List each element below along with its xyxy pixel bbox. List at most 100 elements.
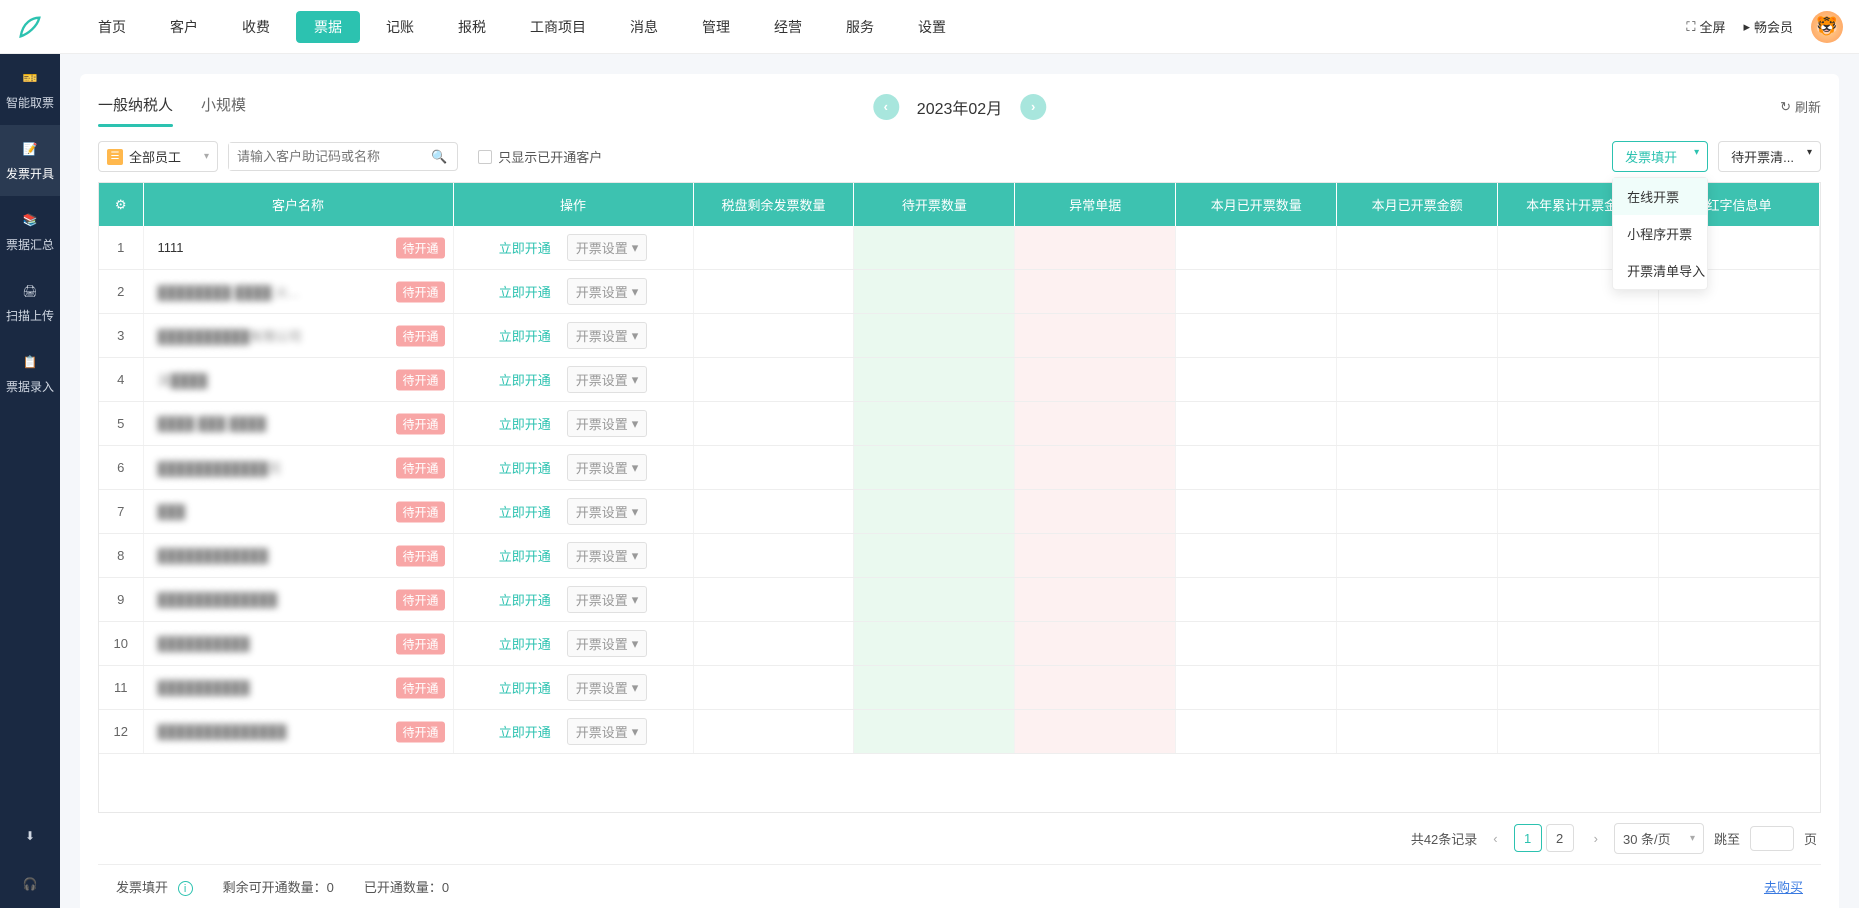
- open-link[interactable]: 立即开通: [499, 549, 551, 564]
- open-link[interactable]: 立即开通: [499, 681, 551, 696]
- play-icon: ▸: [1743, 19, 1750, 35]
- open-link[interactable]: 立即开通: [499, 241, 551, 256]
- member-label: 畅会员: [1754, 17, 1793, 36]
- customer-name: ████ ███ ████: [158, 416, 267, 431]
- member-button[interactable]: ▸ 畅会员: [1743, 17, 1793, 36]
- nav-item-5[interactable]: 报税: [440, 11, 504, 43]
- sidebar-item-0[interactable]: 🎫智能取票: [0, 54, 60, 125]
- nav-item-2[interactable]: 收费: [224, 11, 288, 43]
- search-input[interactable]: [229, 143, 421, 170]
- page-prev-button[interactable]: ‹: [1487, 831, 1503, 846]
- sidebar-download[interactable]: ⬇: [0, 812, 60, 860]
- sidebar-label: 票据汇总: [6, 236, 54, 253]
- cell-data-2: [1015, 402, 1176, 446]
- jump-input[interactable]: [1750, 826, 1794, 851]
- buy-link[interactable]: 去购买: [1764, 877, 1803, 896]
- nav-item-0[interactable]: 首页: [80, 11, 144, 43]
- chevron-down-icon: ▾: [632, 328, 639, 344]
- cell-data-4: [1337, 446, 1498, 490]
- nav-item-8[interactable]: 管理: [684, 11, 748, 43]
- nav-item-10[interactable]: 服务: [828, 11, 892, 43]
- setting-button[interactable]: 开票设置 ▾: [567, 718, 648, 745]
- setting-button[interactable]: 开票设置 ▾: [567, 542, 648, 569]
- page-size-label: 30 条/页: [1623, 829, 1671, 848]
- nav-item-3[interactable]: 票据: [296, 11, 360, 43]
- setting-button[interactable]: 开票设置 ▾: [567, 454, 648, 481]
- page-button-2[interactable]: 2: [1546, 824, 1574, 852]
- cell-data-2: [1015, 270, 1176, 314]
- invoice-fill-dropdown[interactable]: 发票填开 ▾: [1612, 141, 1708, 172]
- page-button-1[interactable]: 1: [1514, 824, 1542, 852]
- date-prev-button[interactable]: ‹: [873, 94, 899, 120]
- refresh-button[interactable]: ↻ 刷新: [1780, 97, 1821, 116]
- table-wrap[interactable]: ⚙客户名称操作税盘剩余发票数量待开票数量异常单据本月已开票数量本月已开票金额本年…: [98, 182, 1821, 813]
- refresh-icon: ↻: [1780, 99, 1791, 115]
- sidebar-item-1[interactable]: 📝发票开具: [0, 125, 60, 196]
- chevron-down-icon: ▾: [632, 284, 639, 300]
- dropdown-option-2[interactable]: 开票清单导入: [1613, 252, 1707, 289]
- avatar[interactable]: 🐯: [1811, 11, 1843, 43]
- setting-button[interactable]: 开票设置 ▾: [567, 366, 648, 393]
- print-icon: 🖨: [20, 281, 40, 301]
- cell-data-6: [1659, 578, 1820, 622]
- row-index: 7: [99, 490, 143, 534]
- open-link[interactable]: 立即开通: [499, 637, 551, 652]
- tab-1[interactable]: 小规模: [201, 86, 246, 127]
- footer: 发票填开 i 剩余可开通数量：0 已开通数量：0 去购买: [98, 864, 1821, 908]
- pending-list-dropdown[interactable]: 待开票清... ▾: [1718, 141, 1821, 172]
- open-link[interactable]: 立即开通: [499, 329, 551, 344]
- setting-button[interactable]: 开票设置 ▾: [567, 410, 648, 437]
- open-link[interactable]: 立即开通: [499, 505, 551, 520]
- nav-item-4[interactable]: 记账: [368, 11, 432, 43]
- cell-data-3: [1176, 446, 1337, 490]
- dropdown-option-1[interactable]: 小程序开票: [1613, 215, 1707, 252]
- data-table: ⚙客户名称操作税盘剩余发票数量待开票数量异常单据本月已开票数量本月已开票金额本年…: [99, 183, 1820, 754]
- customer-name: ██████████: [158, 636, 250, 651]
- employee-select[interactable]: ☰ 全部员工 ▾: [98, 141, 218, 172]
- cell-data-5: [1498, 402, 1659, 446]
- cell-actions: 立即开通 开票设置 ▾: [453, 270, 693, 314]
- only-opened-checkbox[interactable]: 只显示已开通客户: [478, 147, 602, 166]
- cell-actions: 立即开通 开票设置 ▾: [453, 490, 693, 534]
- open-link[interactable]: 立即开通: [499, 725, 551, 740]
- cell-name: ██████████有限公司待开通: [143, 314, 453, 358]
- nav-item-11[interactable]: 设置: [900, 11, 964, 43]
- nav-item-6[interactable]: 工商项目: [512, 11, 604, 43]
- open-link[interactable]: 立即开通: [499, 593, 551, 608]
- page-size-select[interactable]: 30 条/页 ▾: [1614, 823, 1704, 854]
- date-next-button[interactable]: ›: [1020, 94, 1046, 120]
- sidebar-item-3[interactable]: 🖨扫描上传: [0, 267, 60, 338]
- setting-button[interactable]: 开票设置 ▾: [567, 234, 648, 261]
- setting-button[interactable]: 开票设置 ▾: [567, 674, 648, 701]
- cell-name: ██████████待开通: [143, 666, 453, 710]
- setting-button[interactable]: 开票设置 ▾: [567, 322, 648, 349]
- page-next-button[interactable]: ›: [1588, 831, 1604, 846]
- search-button[interactable]: 🔍: [421, 149, 457, 165]
- cell-data-0: [693, 358, 854, 402]
- setting-button[interactable]: 开票设置 ▾: [567, 630, 648, 657]
- open-link[interactable]: 立即开通: [499, 417, 551, 432]
- setting-button[interactable]: 开票设置 ▾: [567, 278, 648, 305]
- cell-name: ██████████████待开通: [143, 710, 453, 754]
- setting-button[interactable]: 开票设置 ▾: [567, 586, 648, 613]
- sidebar-item-4[interactable]: 📋票据录入: [0, 338, 60, 409]
- cell-name: █████████████待开通: [143, 578, 453, 622]
- nav-item-9[interactable]: 经营: [756, 11, 820, 43]
- nav-item-1[interactable]: 客户: [152, 11, 216, 43]
- fullscreen-button[interactable]: ⛶ 全屏: [1686, 17, 1725, 36]
- open-link[interactable]: 立即开通: [499, 285, 551, 300]
- column-header-3: 待开票数量: [854, 183, 1015, 226]
- sidebar-support[interactable]: 🎧: [0, 860, 60, 908]
- column-gear[interactable]: ⚙: [99, 183, 143, 226]
- cell-data-6: [1659, 358, 1820, 402]
- status-badge: 待开通: [396, 589, 444, 610]
- info-icon[interactable]: i: [178, 881, 193, 896]
- tab-0[interactable]: 一般纳税人: [98, 86, 173, 127]
- nav-item-7[interactable]: 消息: [612, 11, 676, 43]
- customer-name: ██████████有限公司: [158, 329, 302, 344]
- open-link[interactable]: 立即开通: [499, 373, 551, 388]
- sidebar-item-2[interactable]: 📚票据汇总: [0, 196, 60, 267]
- dropdown-option-0[interactable]: 在线开票: [1613, 178, 1707, 215]
- open-link[interactable]: 立即开通: [499, 461, 551, 476]
- setting-button[interactable]: 开票设置 ▾: [567, 498, 648, 525]
